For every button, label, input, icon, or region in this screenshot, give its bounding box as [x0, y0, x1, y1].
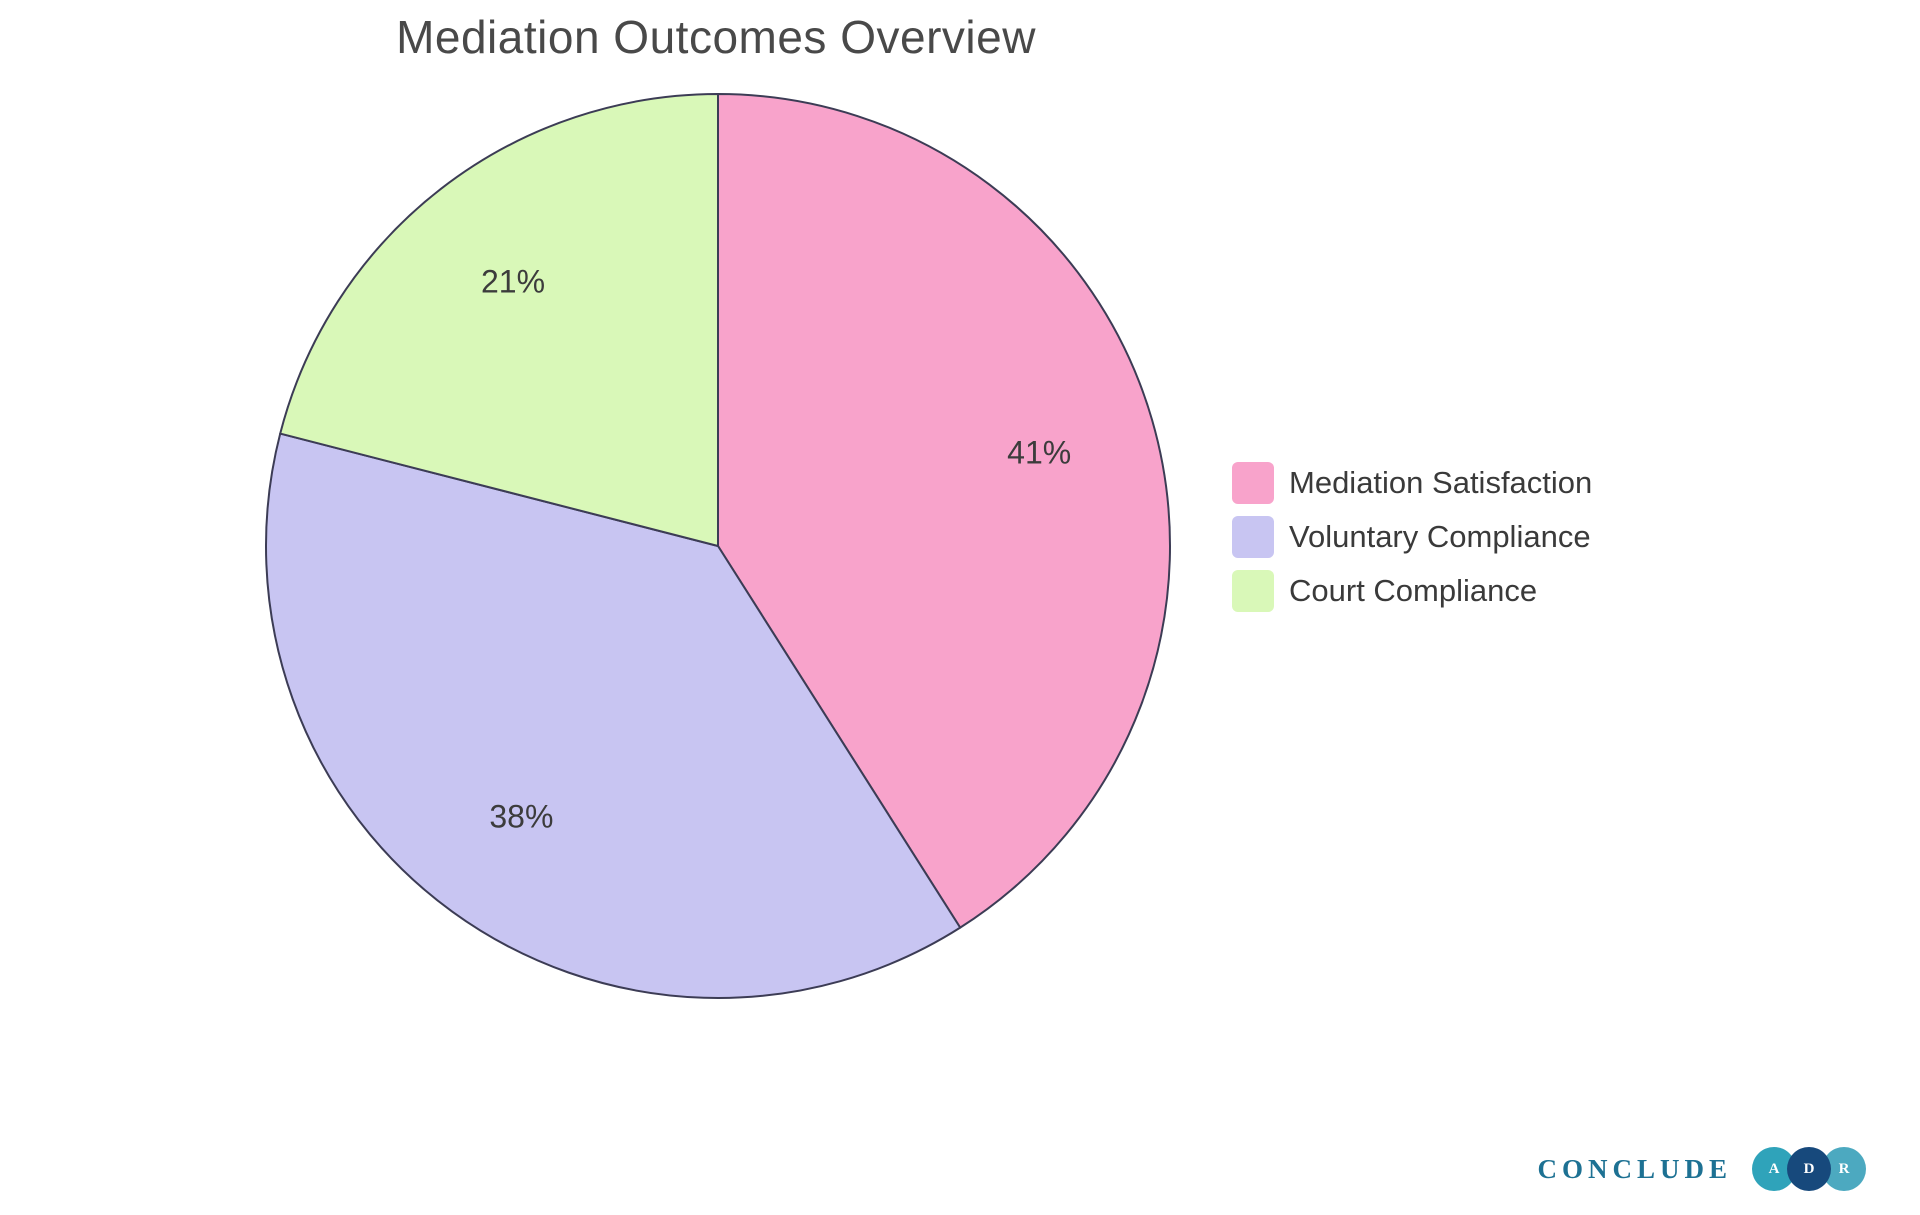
chart-title: Mediation Outcomes Overview: [396, 11, 1036, 63]
legend-label: Voluntary Compliance: [1289, 519, 1591, 554]
pie-slice-voluntary-compliance[interactable]: [265, 432, 962, 999]
brand-badge-d: D: [1787, 1147, 1831, 1191]
pie-slice-label-mediation-satisfaction: 41%: [1007, 435, 1071, 471]
pie-slice-court-compliance[interactable]: [279, 93, 719, 547]
brand-wordmark: CONCLUDE: [1537, 1153, 1732, 1184]
legend-label: Court Compliance: [1289, 573, 1538, 608]
pie-slice-label-court-compliance: 21%: [481, 264, 545, 300]
legend-swatch: [1232, 516, 1274, 558]
legend-item-mediation-satisfaction[interactable]: Mediation Satisfaction: [1232, 462, 1592, 504]
legend-item-court-compliance[interactable]: Court Compliance: [1232, 570, 1592, 612]
legend-item-voluntary-compliance[interactable]: Voluntary Compliance: [1232, 516, 1592, 558]
legend-swatch: [1232, 462, 1274, 504]
legend: Mediation Satisfaction Voluntary Complian…: [1232, 462, 1592, 612]
pie-slice-mediation-satisfaction[interactable]: [717, 93, 1171, 929]
legend-label: Mediation Satisfaction: [1289, 465, 1593, 500]
brand-badge-r: R: [1822, 1147, 1866, 1191]
pie-slice-label-voluntary-compliance: 38%: [489, 799, 553, 835]
legend-swatch: [1232, 570, 1274, 612]
